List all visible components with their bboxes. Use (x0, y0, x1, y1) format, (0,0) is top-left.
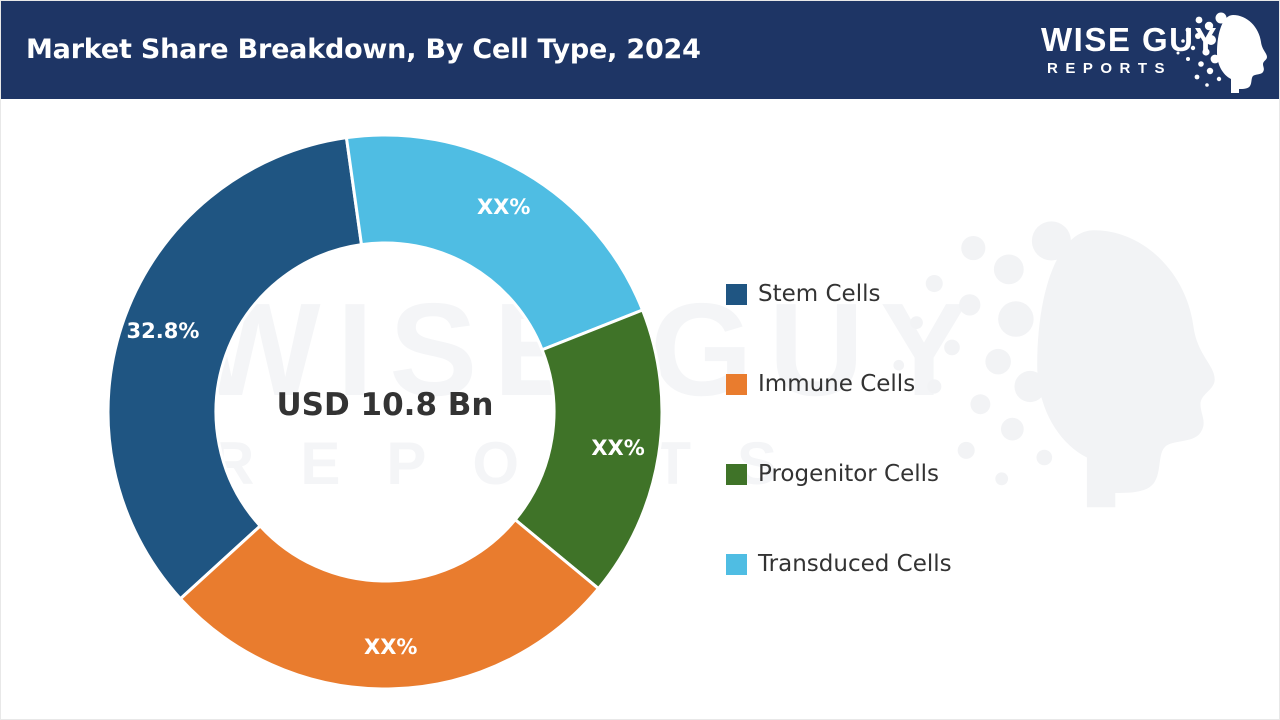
donut-slice[interactable] (344, 133, 645, 352)
legend-item-transduced-cells[interactable]: Transduced Cells (726, 519, 1146, 609)
legend-swatch-icon (726, 373, 747, 395)
donut-slice-label: XX% (591, 436, 644, 460)
legend-item-label: Stem Cells (758, 281, 881, 307)
donut-slice-label-group: 32.8% XX% XX% XX% (127, 195, 645, 659)
legend-item-label: Immune Cells (758, 371, 916, 397)
legend-item-immune-cells[interactable]: Immune Cells (726, 339, 1146, 429)
donut-chart: 32.8% XX% XX% XX% USD 10.8 Bn (1, 99, 701, 719)
donut-slice-group (106, 133, 664, 691)
wise-guy-reports-logo: WISE GUY REPORTS (1033, 7, 1273, 93)
donut-slice-label: XX% (364, 635, 417, 659)
legend-item-progenitor-cells[interactable]: Progenitor Cells (726, 429, 1146, 519)
head-profile-dots-icon (1176, 12, 1267, 93)
logo-wordmark-secondary: REPORTS (1047, 60, 1173, 77)
donut-chart-svg: 32.8% XX% XX% XX% (106, 133, 664, 691)
donut-slice[interactable] (513, 308, 664, 591)
donut-slice-label: 32.8% (127, 319, 200, 343)
header-bar: Market Share Breakdown, By Cell Type, 20… (1, 1, 1279, 99)
legend-swatch-icon (726, 553, 747, 575)
donut-slice-label: XX% (477, 195, 530, 219)
legend-item-stem-cells[interactable]: Stem Cells (726, 249, 1146, 339)
donut-slice[interactable] (178, 517, 601, 691)
logo-wordmark-primary: WISE GUY (1041, 21, 1219, 58)
donut-slice[interactable] (106, 135, 364, 601)
legend-item-label: Progenitor Cells (758, 461, 940, 487)
legend-swatch-icon (726, 283, 747, 305)
legend-item-label: Transduced Cells (758, 551, 952, 577)
donut-center-value: USD 10.8 Bn (276, 387, 494, 423)
chart-legend: Stem Cells Immune Cells Progenitor Cells… (726, 249, 1146, 609)
page-title: Market Share Breakdown, By Cell Type, 20… (26, 34, 701, 65)
legend-swatch-icon (726, 463, 747, 485)
